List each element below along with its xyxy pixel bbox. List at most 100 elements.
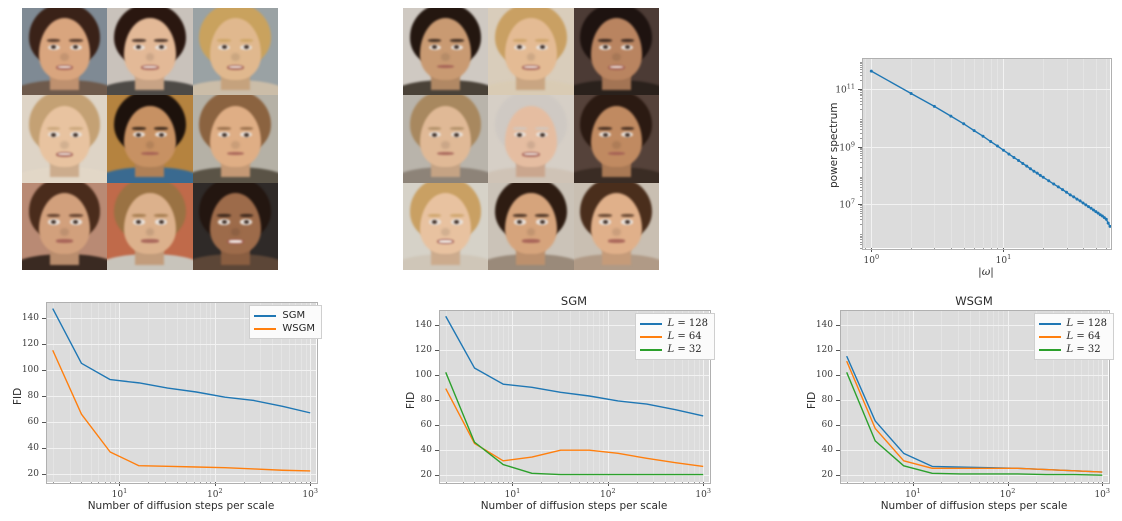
grid-line-minor	[688, 310, 690, 482]
x-axis-label: Number of diffusion steps per scale	[880, 500, 1068, 512]
tick-x-minor	[863, 482, 865, 484]
grid-line-minor	[1036, 310, 1038, 482]
tick-y	[435, 424, 439, 426]
legend-swatch	[1038, 322, 1061, 325]
grid-line-minor	[934, 58, 936, 248]
tick-y-minor	[859, 124, 862, 126]
grid-line-minor	[1083, 58, 1085, 248]
tick-x-minor	[1095, 248, 1097, 250]
tick-y-minor	[859, 153, 862, 154]
series-marker	[1075, 197, 1079, 201]
grid-line-minor	[98, 302, 100, 482]
series-marker	[1068, 193, 1072, 197]
grid-line-minor	[636, 310, 638, 482]
tick-x-minor	[281, 482, 283, 484]
tick-x-minor	[963, 248, 965, 250]
tick-x-minor	[164, 482, 166, 484]
tick-x-minor	[1043, 248, 1045, 250]
tick-y-minor	[859, 208, 862, 210]
face-sample	[192, 8, 278, 96]
grid-line-x	[703, 310, 705, 482]
grid-line-y	[46, 395, 316, 397]
tick-y-minor	[859, 71, 862, 73]
face-sample	[488, 95, 574, 183]
tick-x-minor	[1083, 248, 1085, 250]
y-tick-label: 120	[414, 344, 432, 355]
face-sample	[22, 182, 108, 270]
tick-x-minor	[69, 482, 71, 484]
series-marker	[989, 140, 993, 144]
y-tick-label: 109	[839, 140, 855, 154]
tick-x-minor	[958, 482, 960, 484]
legend-label: WSGM	[282, 323, 315, 334]
grid-line-y	[46, 448, 316, 450]
tick-x-minor	[593, 482, 595, 484]
grid-line-y	[439, 424, 709, 426]
tick-x-minor	[1064, 482, 1066, 484]
tick-x-minor	[445, 482, 447, 484]
tick-x-minor	[579, 482, 581, 484]
series-line	[445, 372, 704, 476]
series-marker	[1094, 210, 1098, 214]
grid-line-y	[840, 474, 1108, 476]
tick-x-minor	[682, 482, 684, 484]
grid-line-y	[46, 317, 316, 319]
grid-line-minor	[898, 310, 900, 482]
tick-x-minor	[586, 482, 588, 484]
tick-x-minor	[934, 248, 936, 250]
x-tick-label: 103	[695, 487, 711, 500]
grid-line-x	[1007, 310, 1009, 482]
series-line	[52, 308, 311, 414]
tick-y-minor	[859, 178, 862, 180]
grid-line-minor	[164, 302, 166, 482]
grid-line-minor	[186, 302, 188, 482]
series-marker	[1081, 201, 1085, 205]
tick-x-minor	[272, 482, 274, 484]
grid-line-x	[119, 302, 121, 482]
legend-swatch	[254, 327, 277, 330]
tick-x	[1102, 482, 1104, 486]
tick-x-minor	[636, 482, 638, 484]
tick-x-minor	[891, 482, 893, 484]
grid-line-minor	[598, 310, 600, 482]
tick-y-minor	[859, 120, 862, 122]
y-tick-label: 140	[815, 319, 833, 330]
tick-x-minor	[1097, 482, 1099, 484]
series-marker	[1108, 224, 1112, 228]
tick-y-minor	[859, 68, 862, 70]
grid-line-minor	[1081, 310, 1083, 482]
tick-y-minor	[859, 129, 862, 131]
tick-y-minor	[859, 195, 862, 197]
tick-y-minor	[859, 66, 862, 68]
tick-y	[435, 349, 439, 351]
grid-line-minor	[979, 310, 981, 482]
tick-y	[42, 317, 46, 319]
y-tick-label: 20	[821, 469, 833, 480]
tick-y	[836, 324, 840, 326]
tick-y-minor	[859, 100, 862, 102]
grid-line-minor	[462, 310, 464, 482]
tick-x-minor	[541, 482, 543, 484]
tick-x	[512, 482, 514, 486]
tick-y-minor	[859, 147, 862, 149]
x-axis-label: |ω|	[978, 266, 994, 278]
tick-x	[214, 482, 216, 486]
grid-line-minor	[990, 58, 992, 248]
tick-x-minor	[305, 482, 307, 484]
tick-x	[607, 482, 609, 486]
wsgm-samples-grid	[403, 8, 659, 270]
tick-x-minor	[674, 482, 676, 484]
tick-x-minor	[289, 482, 291, 484]
tick-x-minor	[1052, 482, 1054, 484]
tick-x-minor	[979, 482, 981, 484]
face-sample	[107, 182, 193, 270]
legend: SGM WSGM	[249, 305, 322, 339]
tick-y-minor	[859, 176, 862, 178]
chart-title: WSGM	[955, 294, 993, 308]
x-axis-label: Number of diffusion steps per scale	[87, 500, 275, 512]
grid-line-x	[912, 310, 914, 482]
y-axis-label: FID	[405, 391, 417, 409]
grid-line-minor	[1097, 310, 1099, 482]
tick-x-minor	[104, 482, 106, 484]
x-tick-label: 101	[504, 487, 521, 500]
